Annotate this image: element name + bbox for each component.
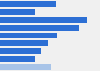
Bar — [0, 56, 35, 62]
Bar — [0, 48, 41, 54]
Bar — [0, 64, 51, 70]
Bar — [0, 1, 56, 7]
Bar — [0, 9, 35, 15]
Bar — [0, 40, 48, 46]
Bar — [0, 25, 79, 31]
Bar — [0, 33, 57, 38]
Bar — [0, 17, 87, 23]
